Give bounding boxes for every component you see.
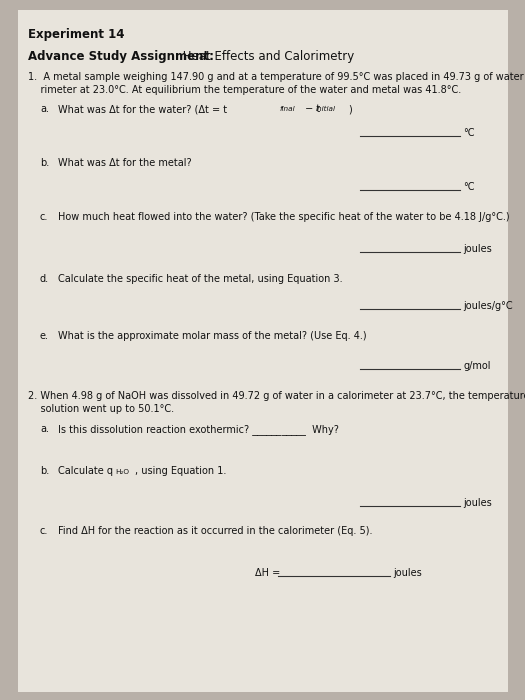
Text: e.: e.: [40, 331, 49, 341]
Text: What is the approximate molar mass of the metal? (Use Eq. 4.): What is the approximate molar mass of th…: [58, 331, 366, 341]
Text: a.: a.: [40, 424, 49, 434]
Text: Calculate q: Calculate q: [58, 466, 113, 476]
Text: − t: − t: [302, 104, 320, 114]
Text: Is this dissolution reaction exothermic? ___________  Why?: Is this dissolution reaction exothermic?…: [58, 424, 339, 435]
Text: °C: °C: [463, 182, 475, 192]
Text: Advance Study Assignment:: Advance Study Assignment:: [28, 50, 214, 63]
Text: °C: °C: [463, 128, 475, 138]
Text: Experiment 14: Experiment 14: [28, 28, 124, 41]
Text: What was Δt for the water? (Δt = t: What was Δt for the water? (Δt = t: [58, 104, 227, 114]
Text: joules: joules: [463, 244, 492, 254]
Text: 1.  A metal sample weighing 147.90 g and at a temperature of 99.5°C was placed i: 1. A metal sample weighing 147.90 g and …: [28, 72, 525, 82]
Text: Heat Effects and Calorimetry: Heat Effects and Calorimetry: [179, 50, 354, 63]
Text: 2. When 4.98 g of NaOH was dissolved in 49.72 g of water in a calorimeter at 23.: 2. When 4.98 g of NaOH was dissolved in …: [28, 391, 525, 401]
Text: Find ΔH for the reaction as it occurred in the calorimeter (Eq. 5).: Find ΔH for the reaction as it occurred …: [58, 526, 373, 536]
Text: c.: c.: [40, 212, 48, 222]
Text: joules/g°C: joules/g°C: [463, 301, 512, 311]
Text: final: final: [280, 106, 296, 112]
Text: ): ): [348, 104, 352, 114]
Text: Calculate the specific heat of the metal, using Equation 3.: Calculate the specific heat of the metal…: [58, 274, 343, 284]
Text: H₂O: H₂O: [115, 469, 129, 475]
Text: ΔH =: ΔH =: [255, 568, 284, 578]
Text: initial: initial: [316, 106, 336, 112]
FancyBboxPatch shape: [18, 10, 508, 692]
Text: joules: joules: [463, 498, 492, 508]
Text: b.: b.: [40, 158, 49, 168]
Text: How much heat flowed into the water? (Take the specific heat of the water to be : How much heat flowed into the water? (Ta…: [58, 212, 510, 222]
Text: d.: d.: [40, 274, 49, 284]
Text: rimeter at 23.0°C. At equilibrium the temperature of the water and metal was 41.: rimeter at 23.0°C. At equilibrium the te…: [28, 85, 461, 95]
Text: b.: b.: [40, 466, 49, 476]
Text: , using Equation 1.: , using Equation 1.: [135, 466, 226, 476]
Text: joules: joules: [393, 568, 422, 578]
Text: a.: a.: [40, 104, 49, 114]
Text: What was Δt for the metal?: What was Δt for the metal?: [58, 158, 192, 168]
Text: g/mol: g/mol: [463, 361, 490, 371]
Text: c.: c.: [40, 526, 48, 536]
Text: solution went up to 50.1°C.: solution went up to 50.1°C.: [28, 404, 174, 414]
